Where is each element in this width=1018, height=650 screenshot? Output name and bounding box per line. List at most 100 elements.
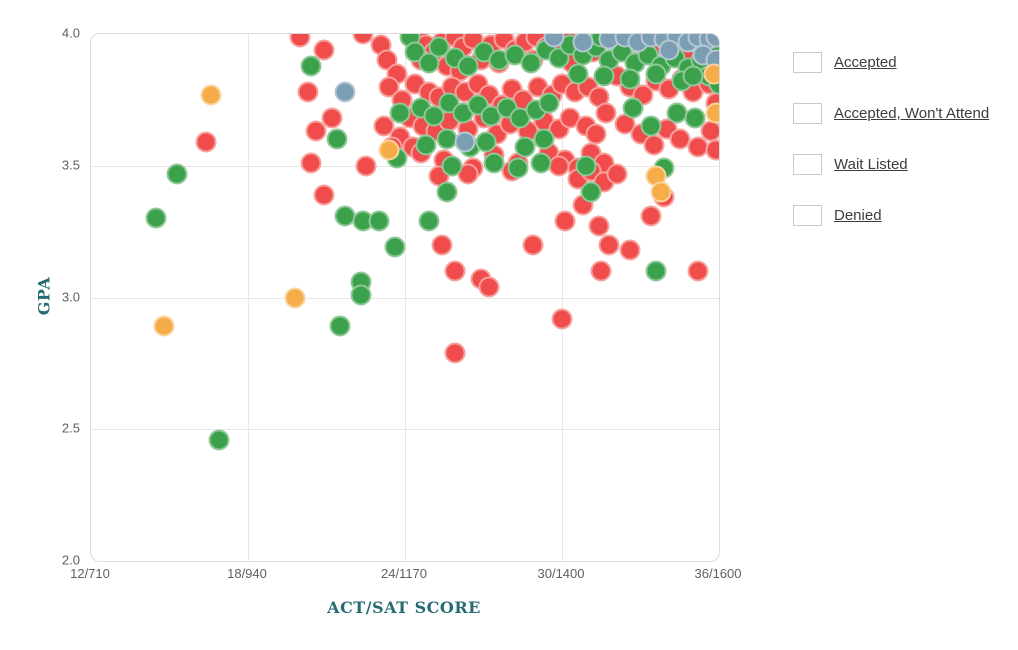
data-point[interactable] xyxy=(368,210,390,232)
data-point[interactable] xyxy=(575,155,597,177)
y-tick-label: 2.5 xyxy=(61,420,80,436)
data-point[interactable] xyxy=(705,102,719,124)
data-point[interactable] xyxy=(682,65,704,87)
legend-item-accepted-wont-attend[interactable]: Accepted, Won't Attend xyxy=(793,103,989,124)
data-point[interactable] xyxy=(166,163,188,185)
x-tick-label: 30/1400 xyxy=(537,566,585,581)
data-point[interactable] xyxy=(329,315,351,337)
data-point[interactable] xyxy=(483,152,505,174)
legend-label-accepted-wont-attend[interactable]: Accepted, Won't Attend xyxy=(834,105,990,122)
data-point[interactable] xyxy=(200,84,222,106)
data-point[interactable] xyxy=(640,205,662,227)
data-point[interactable] xyxy=(533,128,555,150)
data-point[interactable] xyxy=(684,107,706,129)
data-point[interactable] xyxy=(454,131,476,153)
data-point[interactable] xyxy=(567,63,589,85)
data-point[interactable] xyxy=(300,152,322,174)
data-point[interactable] xyxy=(384,236,406,258)
data-point[interactable] xyxy=(590,260,612,282)
data-point[interactable] xyxy=(313,39,335,61)
data-point[interactable] xyxy=(598,234,620,256)
data-point[interactable] xyxy=(418,52,440,74)
data-point[interactable] xyxy=(284,287,306,308)
data-point[interactable] xyxy=(389,102,411,124)
data-point[interactable] xyxy=(441,155,463,177)
data-point[interactable] xyxy=(457,55,479,77)
data-point[interactable] xyxy=(208,429,230,451)
data-point[interactable] xyxy=(423,105,445,127)
x-axis-title: ACT/SAT SCORE xyxy=(327,598,481,617)
data-point[interactable] xyxy=(418,210,440,232)
data-point[interactable] xyxy=(514,136,536,158)
data-point[interactable] xyxy=(326,128,348,150)
data-point[interactable] xyxy=(658,39,680,61)
data-point[interactable] xyxy=(593,65,615,87)
gridline xyxy=(405,34,406,561)
data-point[interactable] xyxy=(687,260,709,282)
data-point[interactable] xyxy=(650,181,672,203)
data-point[interactable] xyxy=(153,315,175,337)
data-point[interactable] xyxy=(619,239,641,261)
data-point[interactable] xyxy=(507,157,529,179)
data-point[interactable] xyxy=(606,163,628,185)
data-point[interactable] xyxy=(313,184,335,206)
legend: Accepted Accepted, Won't Attend Wait Lis… xyxy=(793,52,989,256)
data-point[interactable] xyxy=(543,34,565,48)
data-point[interactable] xyxy=(195,131,217,153)
data-point[interactable] xyxy=(622,97,644,119)
data-point[interactable] xyxy=(572,34,594,53)
x-tick-label: 24/1170 xyxy=(380,566,428,581)
legend-item-denied[interactable]: Denied xyxy=(793,205,989,226)
y-tick-label: 4.0 xyxy=(61,25,80,41)
gridline xyxy=(248,34,249,561)
data-point[interactable] xyxy=(645,63,667,85)
data-point[interactable] xyxy=(350,284,372,306)
data-point[interactable] xyxy=(297,81,319,103)
legend-label-denied[interactable]: Denied xyxy=(834,207,882,224)
legend-label-wait-listed[interactable]: Wait Listed xyxy=(834,156,908,173)
x-tick-label: 18/940 xyxy=(227,566,267,581)
y-tick-label: 2.0 xyxy=(61,552,80,568)
x-tick-label: 12/710 xyxy=(70,566,110,581)
plot-area xyxy=(90,33,720,562)
data-point[interactable] xyxy=(551,308,573,330)
data-point[interactable] xyxy=(300,55,322,77)
data-point[interactable] xyxy=(588,215,610,237)
data-point[interactable] xyxy=(548,155,570,177)
data-point[interactable] xyxy=(415,134,437,156)
accepted-wont-attend-swatch-icon xyxy=(793,103,822,124)
legend-item-accepted[interactable]: Accepted xyxy=(793,52,989,73)
data-point[interactable] xyxy=(321,107,343,129)
data-point[interactable] xyxy=(538,92,560,113)
data-point[interactable] xyxy=(355,155,377,177)
data-point[interactable] xyxy=(703,63,719,85)
legend-item-wait-listed[interactable]: Wait Listed xyxy=(793,154,989,175)
data-point[interactable] xyxy=(478,276,500,298)
data-point[interactable] xyxy=(554,210,576,232)
data-point[interactable] xyxy=(595,102,617,124)
legend-label-accepted[interactable]: Accepted xyxy=(834,54,897,71)
data-point[interactable] xyxy=(705,139,719,161)
data-point[interactable] xyxy=(530,152,552,174)
gridline xyxy=(562,34,563,561)
data-point[interactable] xyxy=(522,234,544,256)
data-point[interactable] xyxy=(289,34,311,48)
denied-swatch-icon xyxy=(793,205,822,226)
data-point[interactable] xyxy=(520,52,542,74)
data-point[interactable] xyxy=(334,81,356,103)
data-point[interactable] xyxy=(436,181,458,203)
data-point[interactable] xyxy=(378,139,400,161)
data-point[interactable] xyxy=(705,34,719,48)
x-tick-label: 36/1600 xyxy=(694,566,742,581)
data-point[interactable] xyxy=(619,68,641,90)
data-point[interactable] xyxy=(580,181,602,203)
data-point[interactable] xyxy=(145,207,167,229)
data-point[interactable] xyxy=(305,120,327,142)
data-point[interactable] xyxy=(444,260,466,282)
data-point[interactable] xyxy=(431,234,453,256)
data-point[interactable] xyxy=(640,115,662,137)
data-point[interactable] xyxy=(444,342,466,364)
data-point[interactable] xyxy=(475,131,497,153)
data-point[interactable] xyxy=(645,260,667,282)
